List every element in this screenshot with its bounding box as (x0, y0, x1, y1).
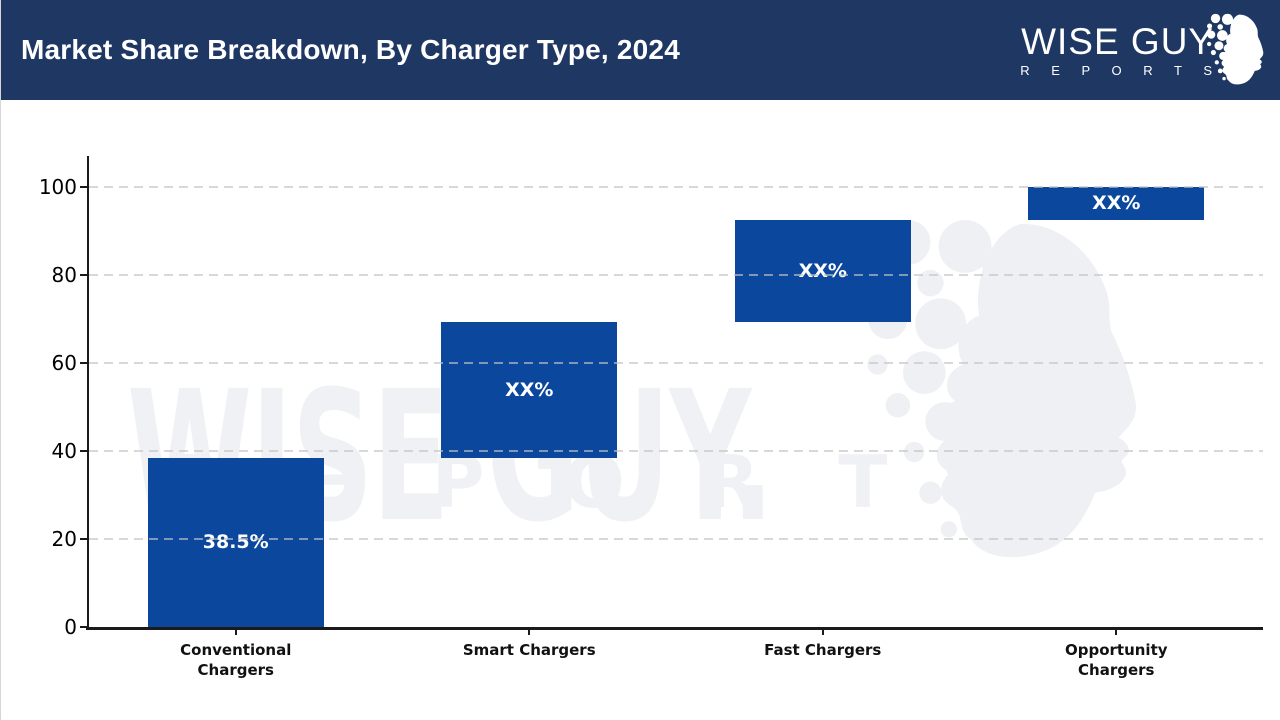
x-tick-mark-fast-chargers (821, 627, 824, 635)
brand-head-icon (1207, 10, 1271, 90)
bar-value-label-conventional-chargers: 38.5% (202, 531, 269, 554)
brand-subtitle: R E P O R T S (1020, 62, 1221, 78)
y-tick-label-100: 100 (38, 174, 77, 199)
y-tick-label-80: 80 (51, 262, 77, 287)
y-tick-label-20: 20 (51, 526, 77, 551)
gridline-y-80 (89, 273, 1263, 276)
gridline-y-20 (89, 537, 1263, 540)
gridline-y-60 (89, 361, 1263, 364)
gridline-y-40 (89, 449, 1263, 452)
x-tick-mark-conventional-chargers (234, 627, 237, 635)
brand-logo-text: WISE GUY R E P O R T S (1014, 23, 1221, 78)
chart-area: WISE GUY. R E P O R T S 38.5%XX%XX%XX% 0… (1, 100, 1280, 720)
x-tick-label-conventional-chargers: Conventional Chargers (180, 641, 292, 680)
bar-fast-chargers: XX% (734, 219, 911, 322)
bar-conventional-chargers: 38.5% (147, 457, 324, 627)
header-bar: Market Share Breakdown, By Charger Type,… (1, 0, 1280, 100)
x-axis-spine (86, 627, 1263, 630)
y-tick-mark-80 (80, 273, 87, 276)
y-tick-label-60: 60 (51, 350, 77, 375)
y-tick-mark-60 (80, 361, 87, 364)
x-tick-label-fast-chargers: Fast Chargers (764, 641, 882, 659)
x-tick-mark-opportunity-chargers (1115, 627, 1118, 635)
y-tick-label-40: 40 (51, 438, 77, 463)
plot-area: 38.5% XX% XX% XX% (86, 156, 1263, 630)
y-tick-label-0: 0 (64, 615, 77, 639)
y-tick-mark-100 (80, 185, 87, 188)
brand-name: WISE GUY (1021, 20, 1215, 62)
y-axis-spine (87, 156, 89, 629)
x-tick-label-smart-chargers: Smart Chargers (462, 641, 596, 659)
x-tick-label-opportunity-chargers: Opportunity Chargers (1064, 641, 1168, 680)
y-tick-mark-40 (80, 449, 87, 452)
y-tick-mark-20 (80, 537, 87, 540)
x-tick-mark-smart-chargers (528, 627, 531, 635)
bar-value-label-smart-chargers: XX% (505, 378, 554, 401)
bar-value-label-fast-chargers: XX% (798, 259, 847, 282)
bar-smart-chargers: XX% (441, 321, 618, 458)
page-title: Market Share Breakdown, By Charger Type,… (21, 34, 680, 65)
bar-opportunity-chargers: XX% (1028, 186, 1205, 220)
gridline-y-100 (89, 185, 1263, 188)
bar-value-label-opportunity-chargers: XX% (1092, 192, 1141, 215)
y-tick-mark-0 (80, 626, 87, 628)
brand-logo: WISE GUY R E P O R T S (1014, 10, 1280, 90)
